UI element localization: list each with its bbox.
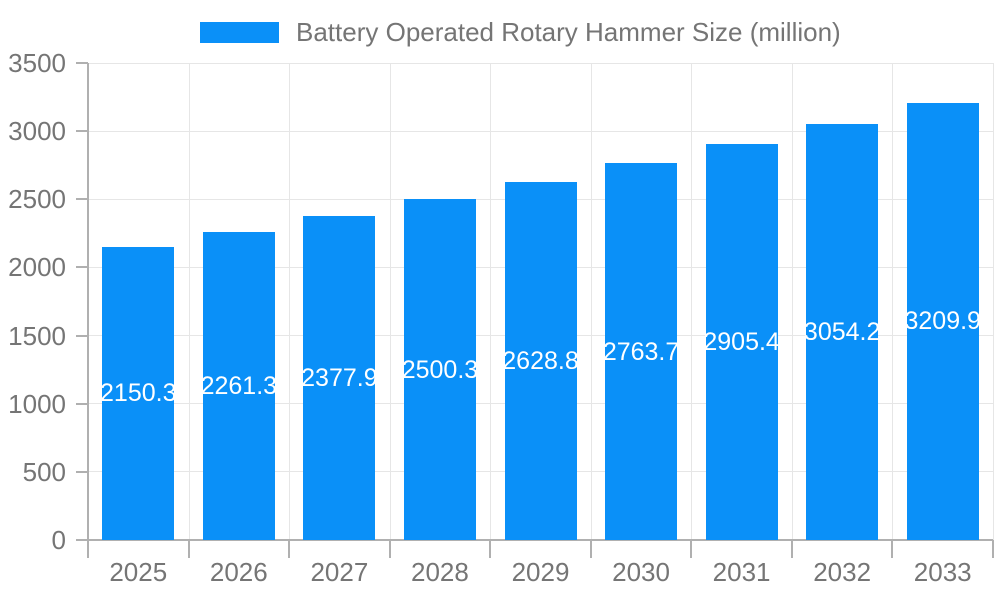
bar [102,246,175,540]
bar [906,102,979,540]
v-gridline [892,63,894,540]
v-gridline [389,63,391,540]
bar [202,231,275,540]
bar-value-label: 2763.7 [602,337,680,366]
x-tick-label: 2032 [813,557,872,587]
y-tick-label: 2000 [8,252,66,283]
y-tick-label: 0 [51,525,66,555]
y-tick [76,470,88,473]
bar-value-label: 2905.4 [703,328,780,357]
bar [605,163,678,540]
x-tick [992,540,994,558]
bar [806,123,879,540]
y-tick-label: 1500 [8,320,66,351]
y-tick [76,62,88,64]
x-tick [690,540,693,558]
x-tick [388,540,391,558]
x-tick-label: 2033 [913,557,972,587]
bar [705,144,778,540]
bar-value-label: 2261.3 [200,371,278,400]
bar [403,199,476,540]
x-tick-label: 2025 [109,557,168,587]
v-gridline [590,63,592,540]
v-gridline [993,63,994,540]
legend: Battery Operated Rotary Hammer Size (mil… [200,17,841,47]
y-tick-label: 1000 [8,388,66,419]
x-axis-line [88,539,993,541]
x-tick-label: 2026 [209,557,268,587]
x-tick-label: 2027 [310,557,369,587]
v-gridline [490,63,492,540]
v-gridline [791,63,793,540]
v-gridline [691,63,693,540]
bar-value-label: 2377.9 [301,363,378,392]
x-tick-label: 2028 [411,557,469,587]
y-tick-label: 500 [22,456,66,487]
y-tick [76,402,88,405]
y-tick [76,198,88,201]
bar [504,181,577,540]
x-tick-label: 2029 [511,557,570,587]
bar-value-label: 3054.2 [803,317,881,346]
y-tick-label: 2500 [8,184,66,215]
h-gridline [88,130,993,132]
y-tick [76,266,88,269]
y-tick [76,539,88,541]
bar-value-label: 2500.3 [401,355,479,384]
x-tick-label: 2030 [612,557,670,587]
y-tick [76,130,88,133]
v-gridline [289,63,291,540]
y-tick [76,334,88,337]
bar-value-label: 3209.9 [904,307,981,336]
y-tick-label: 3500 [8,48,66,78]
x-tick-label: 2031 [712,557,771,587]
y-axis-line [87,63,89,558]
x-tick [87,540,89,558]
x-tick [187,540,190,558]
v-gridline [188,63,190,540]
x-tick [489,540,492,558]
y-tick-label: 3000 [8,116,66,147]
h-gridline [88,62,993,64]
x-tick [891,540,894,558]
legend-label: Battery Operated Rotary Hammer Size (mil… [296,17,841,47]
x-tick [589,540,592,558]
bar-value-label: 2150.3 [100,379,177,408]
legend-swatch [200,22,279,43]
x-tick [790,540,793,558]
bar-value-label: 2628.8 [502,346,579,375]
bar [303,215,376,540]
x-tick [288,540,291,558]
